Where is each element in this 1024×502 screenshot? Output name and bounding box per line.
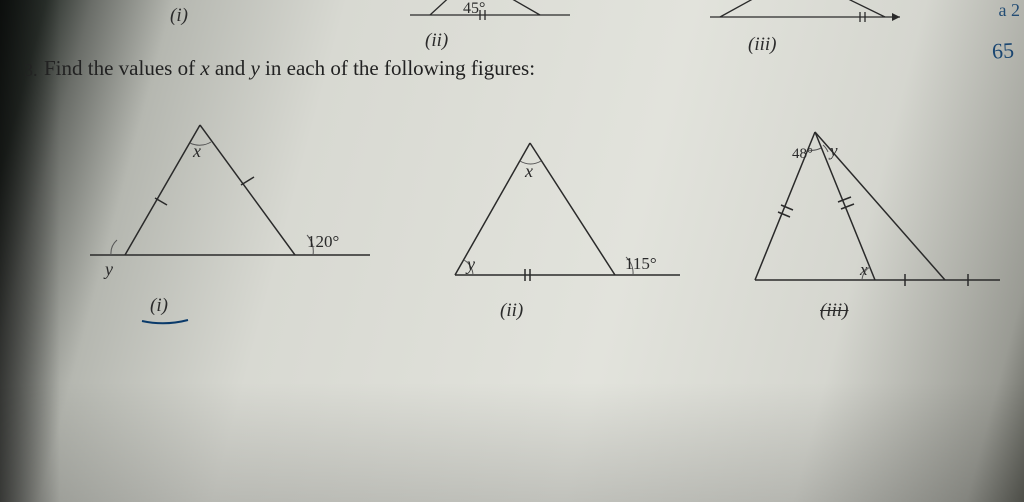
figure-ii-svg: x y 115°	[400, 125, 700, 300]
page: (i) 45° (ii) (iii) 3. Find the values of…	[0, 0, 1024, 502]
figure-ii: x y 115°	[400, 125, 700, 300]
q-x: x	[200, 56, 209, 80]
question-text: Find the values of x and y in each of th…	[44, 56, 535, 81]
fig-i-120: 120°	[307, 232, 339, 251]
prev-label-ii: (ii)	[425, 30, 448, 52]
fig-iii-48: 48°	[792, 146, 813, 162]
fig-iii-x: x	[859, 260, 868, 279]
handwritten-note-65: 65	[991, 37, 1014, 64]
figure-ii-label: (ii)	[500, 300, 523, 322]
figure-i-underline	[140, 318, 190, 326]
figure-i: x y 120°	[55, 115, 395, 285]
question-number: 3.	[24, 60, 38, 81]
prev-triangle-fragment-ii	[400, 0, 580, 20]
figure-iii-label: (iii)	[820, 300, 849, 322]
figure-iii-svg: 48° y x	[720, 120, 1020, 305]
figure-i-label: (i)	[150, 295, 168, 317]
q-y: y	[250, 56, 259, 80]
figure-i-svg: x y 120°	[55, 115, 395, 285]
figure-iii: 48° y x	[720, 120, 1020, 305]
fig-i-y: y	[103, 259, 113, 279]
prev-label-i: (i)	[170, 5, 188, 27]
shadow-bottom	[0, 382, 1024, 502]
prev-triangle-fragment-iii	[700, 0, 920, 30]
fig-ii-115: 115°	[625, 254, 657, 273]
q-post: in each of the following figures:	[260, 56, 535, 80]
fig-iii-y: y	[828, 141, 838, 160]
q-pre: Find the values of	[44, 56, 200, 80]
handwritten-note-frac: a 2	[999, 0, 1021, 21]
figures-row: x y 120° x	[0, 95, 1024, 325]
fig-i-x: x	[192, 141, 201, 161]
fig-ii-x: x	[524, 161, 533, 181]
fig-ii-y: y	[465, 254, 475, 274]
prev-row: (i) 45° (ii) (iii)	[0, 0, 1024, 50]
prev-label-iii: (iii)	[748, 34, 777, 56]
q-mid: and	[210, 56, 251, 80]
